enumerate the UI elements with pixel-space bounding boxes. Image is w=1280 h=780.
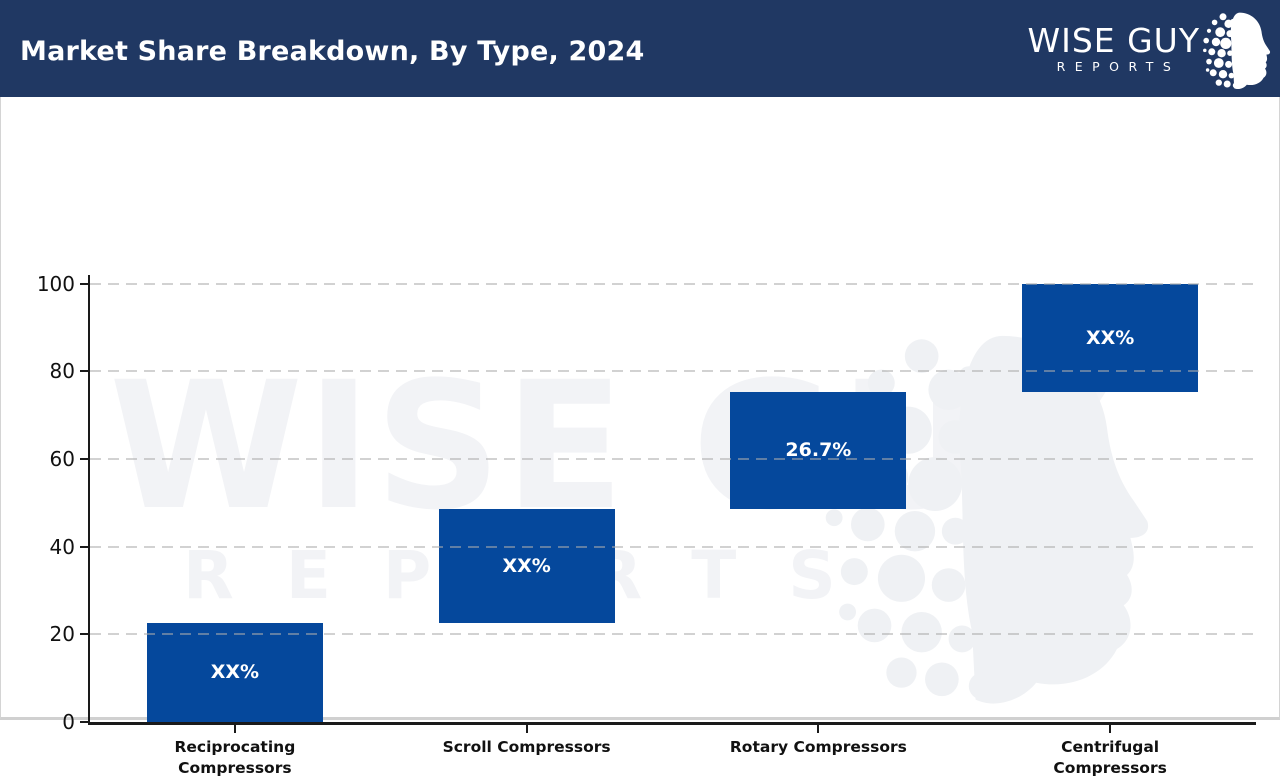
- bar-value-label: XX%: [1085, 326, 1135, 349]
- y-tick-80: [80, 370, 88, 373]
- x-tick-3: [1109, 725, 1112, 733]
- y-tick-label: 0: [62, 710, 75, 734]
- bar-3: [1022, 283, 1199, 392]
- logo-text: WISE GUY REPORTS: [1027, 24, 1200, 74]
- y-tick-100: [80, 282, 88, 285]
- x-category-label: Reciprocating Compressors: [174, 738, 296, 778]
- x-tick-1: [525, 725, 528, 733]
- bar-1: [438, 508, 615, 623]
- x-axis-line: [88, 722, 1256, 725]
- x-category-label: Rotary Compressors: [729, 738, 907, 756]
- y-tick-label: 100: [36, 271, 75, 296]
- gridline-40: [90, 545, 1256, 548]
- y-tick-label: 80: [49, 359, 75, 384]
- gridline-80: [90, 370, 1256, 373]
- x-category-label: Centrifugal Compressors: [1053, 738, 1167, 778]
- bar-0: [146, 622, 323, 722]
- y-tick-20: [80, 633, 88, 636]
- x-tick-2: [817, 725, 820, 733]
- bar-2: [730, 391, 907, 509]
- bar-value-label: 26.7%: [785, 439, 852, 462]
- wiseguy-head-icon: [1202, 7, 1272, 91]
- gridline-60: [90, 457, 1256, 460]
- watermark-head-icon: [819, 309, 1159, 717]
- y-tick-label: 40: [49, 534, 75, 559]
- x-category-label: Scroll Compressors: [442, 738, 611, 756]
- header-bar: Market Share Breakdown, By Type, 2024 WI…: [0, 0, 1280, 97]
- bar-value-label: XX%: [210, 661, 260, 684]
- gridline-100: [90, 282, 1256, 285]
- y-tick-60: [80, 457, 88, 460]
- y-axis-line: [88, 275, 90, 724]
- y-tick-label: 20: [49, 622, 75, 647]
- y-tick-label: 60: [49, 446, 75, 471]
- chart-canvas: WISE GUY REPORTS 020406080100XX%Reciproc…: [0, 97, 1280, 777]
- y-tick-40: [80, 545, 88, 548]
- y-tick-0: [80, 721, 88, 723]
- gridline-20: [90, 633, 1256, 636]
- bar-value-label: XX%: [502, 554, 551, 577]
- wise-guy-logo: WISE GUY REPORTS: [1027, 4, 1272, 94]
- logo-wordmark: WISE GUY: [1027, 21, 1200, 61]
- page-title: Market Share Breakdown, By Type, 2024: [20, 36, 645, 67]
- x-tick-0: [233, 725, 236, 733]
- logo-subtitle: REPORTS: [1056, 59, 1181, 75]
